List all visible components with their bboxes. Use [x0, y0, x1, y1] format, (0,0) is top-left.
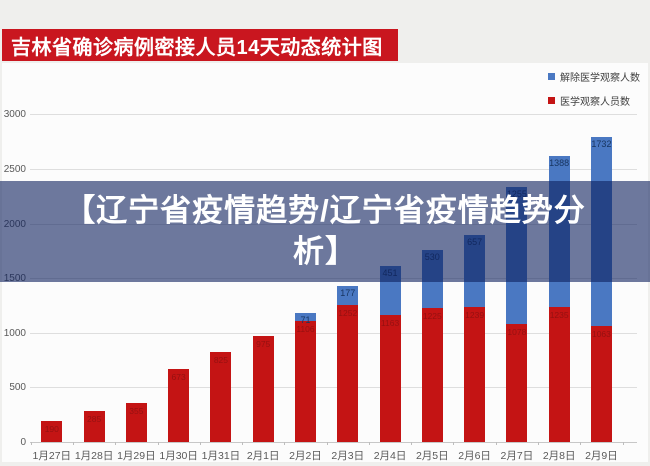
- gridline-2500: [30, 169, 637, 170]
- red-segment-value-label: 1235: [549, 310, 569, 321]
- blue-segment-value-label: 71: [300, 315, 311, 326]
- y-axis-label-2500: 2500: [3, 164, 26, 175]
- red-segment-value-label: 285: [86, 413, 102, 424]
- x-axis-label-8: 2月4日: [373, 450, 407, 462]
- legend-label: 医学观察人员数: [560, 97, 630, 108]
- x-axis-label-5: 2月1日: [246, 450, 280, 462]
- chart-title-bar: 吉林省确诊病例密接人员14天动态统计图: [2, 29, 398, 61]
- x-axis-tick: [622, 442, 624, 445]
- headline-overlay: 【辽宁省疫情趋势/辽宁省疫情趋势分 析】: [0, 181, 650, 282]
- legend-swatch-icon: [548, 97, 555, 104]
- bar-blue-segment: [294, 313, 316, 322]
- x-axis-label-12: 2月8日: [542, 450, 576, 462]
- red-segment-value-label: 1252: [338, 308, 358, 319]
- blue-segment-value-label: 1732: [591, 138, 612, 149]
- headline-line-1: 【辽宁省疫情趋势/辽宁省疫情趋势分: [64, 192, 586, 228]
- x-axis-label-2: 1月29日: [117, 450, 156, 462]
- x-axis-label-1: 1月28日: [74, 450, 114, 462]
- x-axis-tick: [538, 442, 540, 445]
- x-axis-label-6: 2月2日: [289, 450, 322, 462]
- gridline-3000: [30, 114, 637, 116]
- y-axis-label-0: 0: [20, 437, 26, 448]
- gridline-1000: [30, 332, 637, 334]
- x-axis-tick: [115, 442, 117, 445]
- red-segment-value-label: 1106: [296, 324, 315, 335]
- y-axis-label-500: 500: [9, 382, 26, 394]
- red-segment-value-label: 1078: [507, 327, 527, 338]
- legend-label: 解除医学观察人数: [560, 73, 640, 84]
- red-segment-value-label: 190: [44, 424, 59, 435]
- bar-red-segment: [421, 308, 443, 442]
- x-axis-label-7: 2月3日: [331, 450, 365, 462]
- x-axis-label-0: 1月27日: [32, 450, 72, 462]
- bar-red-segment: [379, 315, 401, 442]
- bar-red-segment: [590, 325, 612, 442]
- x-axis-label-11: 2月7日: [500, 450, 534, 462]
- red-segment-value-label: 355: [129, 406, 144, 417]
- y-axis-label-1000: 1000: [3, 327, 26, 339]
- x-axis-tick: [495, 442, 497, 445]
- gridline-500: [30, 387, 637, 389]
- bar-red-segment: [210, 351, 232, 442]
- x-axis-tick: [580, 442, 582, 445]
- headline-line-2: 析】: [293, 233, 357, 269]
- red-segment-value-label: 1063: [591, 328, 611, 339]
- bar-red-segment: [506, 324, 528, 442]
- red-segment-value-label: 1225: [422, 311, 442, 322]
- chart-legend: 解除医学观察人数 医学观察人员数: [548, 69, 640, 117]
- x-axis-tick: [411, 442, 413, 445]
- x-axis-label-9: 2月5日: [415, 450, 449, 462]
- bar-red-segment: [464, 306, 486, 442]
- x-axis-tick: [72, 442, 74, 445]
- x-axis-tick: [284, 442, 286, 445]
- x-axis-tick: [242, 442, 244, 445]
- red-segment-value-label: 1163: [380, 318, 400, 328]
- x-axis-label-10: 2月6日: [458, 450, 491, 462]
- bar-red-segment: [294, 321, 316, 442]
- gridline-0: [30, 442, 637, 443]
- x-axis-tick: [453, 442, 455, 445]
- red-segment-value-label: 673: [171, 371, 186, 382]
- bar-red-segment: [41, 421, 63, 442]
- x-axis-tick: [326, 442, 328, 445]
- bar-red-segment: [548, 307, 570, 442]
- x-axis-tick: [368, 442, 370, 445]
- red-segment-value-label: 825: [213, 354, 228, 365]
- bar-red-segment: [252, 335, 274, 442]
- bar-red-segment: [83, 410, 105, 442]
- blue-segment-value-label: 1388: [549, 157, 570, 168]
- x-axis-tick: [199, 442, 201, 445]
- bar-red-segment: [168, 368, 190, 442]
- legend-swatch-icon: [548, 73, 555, 80]
- x-axis-tick: [157, 442, 159, 445]
- bar-blue-segment: [337, 285, 359, 306]
- chart-title: 吉林省确诊病例密接人员14天动态统计图: [11, 36, 383, 59]
- bar-red-segment: [125, 403, 147, 442]
- x-axis-label-3: 1月30日: [159, 450, 198, 462]
- x-axis-tick: [30, 442, 32, 445]
- legend-item-1: 医学观察人员数: [548, 93, 640, 108]
- bar-red-segment: [337, 305, 359, 442]
- x-axis-label-13: 2月9日: [585, 450, 618, 462]
- y-axis-label-3000: 3000: [3, 109, 26, 121]
- red-segment-value-label: 1239: [465, 309, 485, 320]
- legend-item-0: 解除医学观察人数: [548, 69, 640, 84]
- x-axis-label-4: 1月31日: [201, 450, 241, 462]
- red-segment-value-label: 975: [256, 338, 271, 349]
- blue-segment-value-label: 177: [340, 287, 356, 298]
